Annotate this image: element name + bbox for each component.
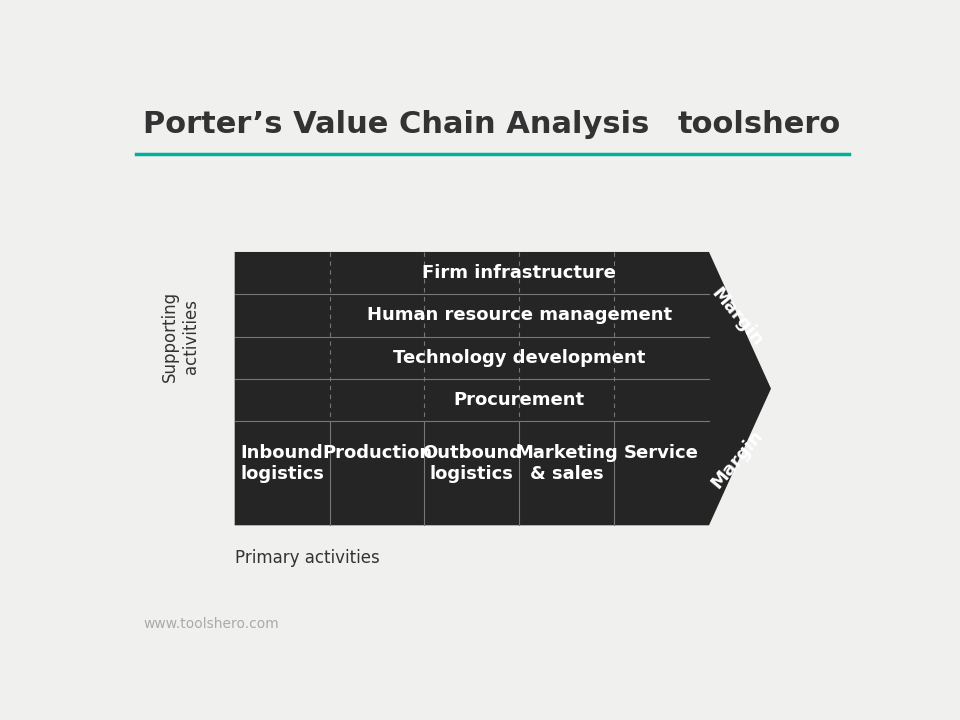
Text: Human resource management: Human resource management [367, 307, 672, 325]
Text: toolshero: toolshero [678, 110, 841, 140]
Text: www.toolshero.com: www.toolshero.com [143, 617, 279, 631]
Text: Inbound
logistics: Inbound logistics [240, 444, 324, 483]
Text: Porter’s Value Chain Analysis: Porter’s Value Chain Analysis [143, 110, 650, 140]
Text: Margin: Margin [708, 285, 766, 351]
Text: Marketing
& sales: Marketing & sales [516, 444, 618, 483]
Text: Supporting
activities: Supporting activities [161, 291, 200, 382]
Polygon shape [234, 252, 771, 526]
Text: Margin: Margin [708, 427, 766, 492]
Text: Technology development: Technology development [393, 348, 645, 366]
Text: Primary activities: Primary activities [234, 549, 379, 567]
Text: Procurement: Procurement [454, 391, 585, 409]
Text: Service: Service [624, 444, 699, 462]
Text: Firm infrastructure: Firm infrastructure [422, 264, 616, 282]
Text: Outbound
logistics: Outbound logistics [421, 444, 522, 483]
Text: Production: Production [322, 444, 432, 462]
